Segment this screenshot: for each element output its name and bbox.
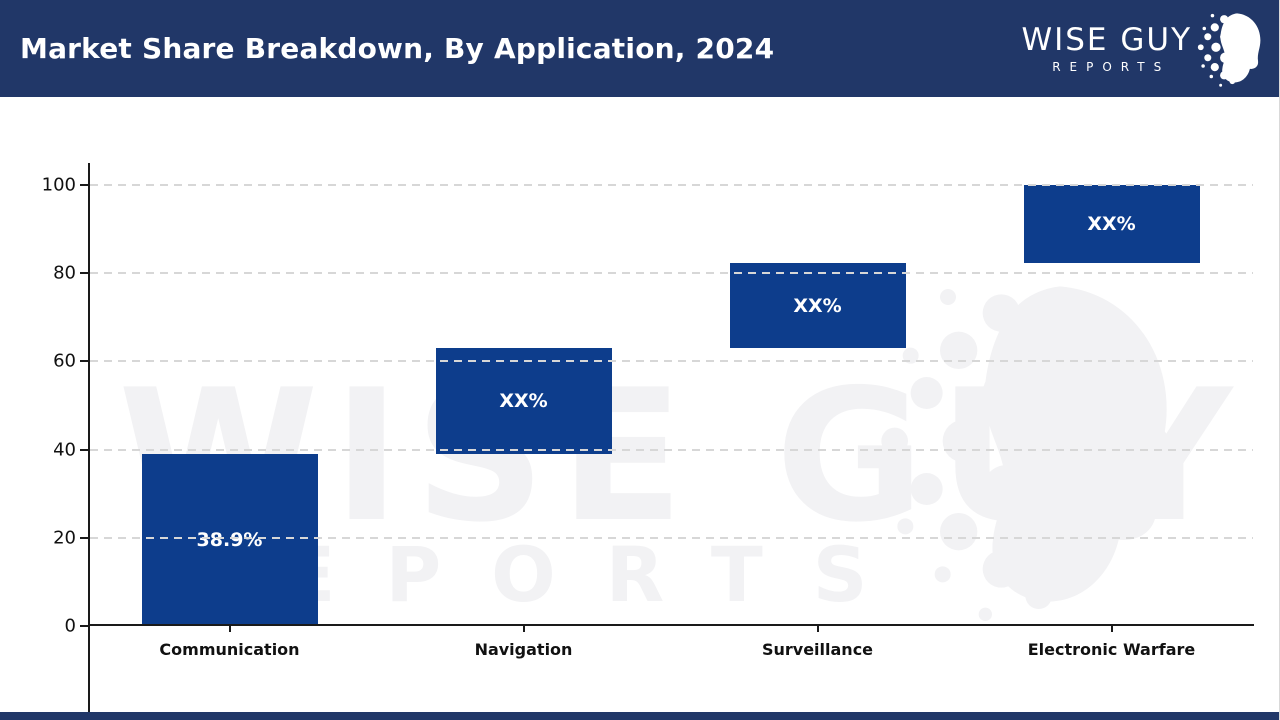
bar-value-label: XX% [793,294,842,317]
y-tick-label: 80 [53,262,76,284]
brand-logo: WISE GUY REPORTS [1021,11,1279,87]
brand-name: WISE GUY [1021,21,1192,58]
bar-electronic-warfare: XX% [1023,185,1200,264]
x-tick-label-surveillance: Surveillance [761,640,874,659]
x-tick-label-navigation: Navigation [474,640,573,659]
bar-surveillance: XX% [729,263,906,349]
gridline-20 [90,536,1253,539]
x-axis [88,624,1254,626]
watermark-head-icon [881,286,1167,621]
bar-value-label: XX% [499,390,548,413]
y-tick-label: 40 [53,439,76,461]
y-axis-tick [80,536,88,539]
bar-communication: 38.9% [141,454,318,626]
x-axis-tick [1110,626,1113,632]
page-title: Market Share Breakdown, By Application, … [20,32,775,65]
x-tick-label-communication: Communication [159,640,300,659]
y-tick-label: 20 [53,527,76,549]
bar-value-label: XX% [1087,213,1136,236]
y-axis-tick [80,184,88,186]
gridline-40 [90,448,1253,451]
y-axis [88,163,90,720]
y-axis-tick [80,360,88,363]
chart-area: WISE GUY REPORTS 38.9% XX% XX% XX% 0 20 40 60 80… [0,97,1279,720]
x-axis-tick [228,626,231,632]
x-tick-label-electronic-warfare: Electronic Warfare [1027,640,1196,659]
x-axis-tick [522,626,525,632]
y-tick-label: 0 [64,615,76,637]
gridline-80 [90,272,1253,275]
brand-logo-text: WISE GUY REPORTS [1021,21,1192,74]
footer-bar [0,712,1279,720]
y-axis-tick [80,448,88,451]
y-axis-tick [80,625,88,627]
dotted-head-icon [1197,12,1261,87]
brand-subtitle: REPORTS [1052,59,1171,74]
bar-value-label: 38.9% [196,529,263,552]
y-tick-label: 100 [41,174,76,196]
y-axis-tick [80,272,88,275]
y-tick-label: 60 [53,350,76,372]
gridline-60 [90,360,1253,363]
gridline-100 [90,184,1253,186]
bar-navigation: XX% [435,348,612,454]
x-axis-tick [816,626,819,632]
header-bar: Market Share Breakdown, By Application, … [0,0,1279,97]
